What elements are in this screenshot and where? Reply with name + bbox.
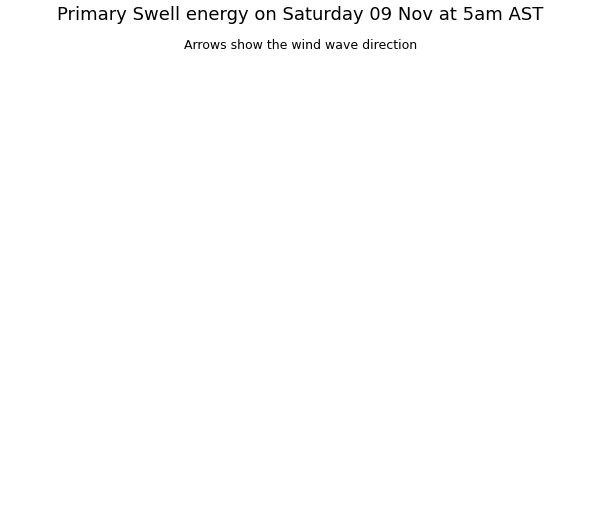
Text: Arrows show the wind wave direction: Arrows show the wind wave direction xyxy=(184,39,417,52)
Text: cartopy not available: cartopy not available xyxy=(227,278,374,292)
Text: Primary Swell energy on Saturday 09 Nov at 5am AST: Primary Swell energy on Saturday 09 Nov … xyxy=(57,6,544,24)
